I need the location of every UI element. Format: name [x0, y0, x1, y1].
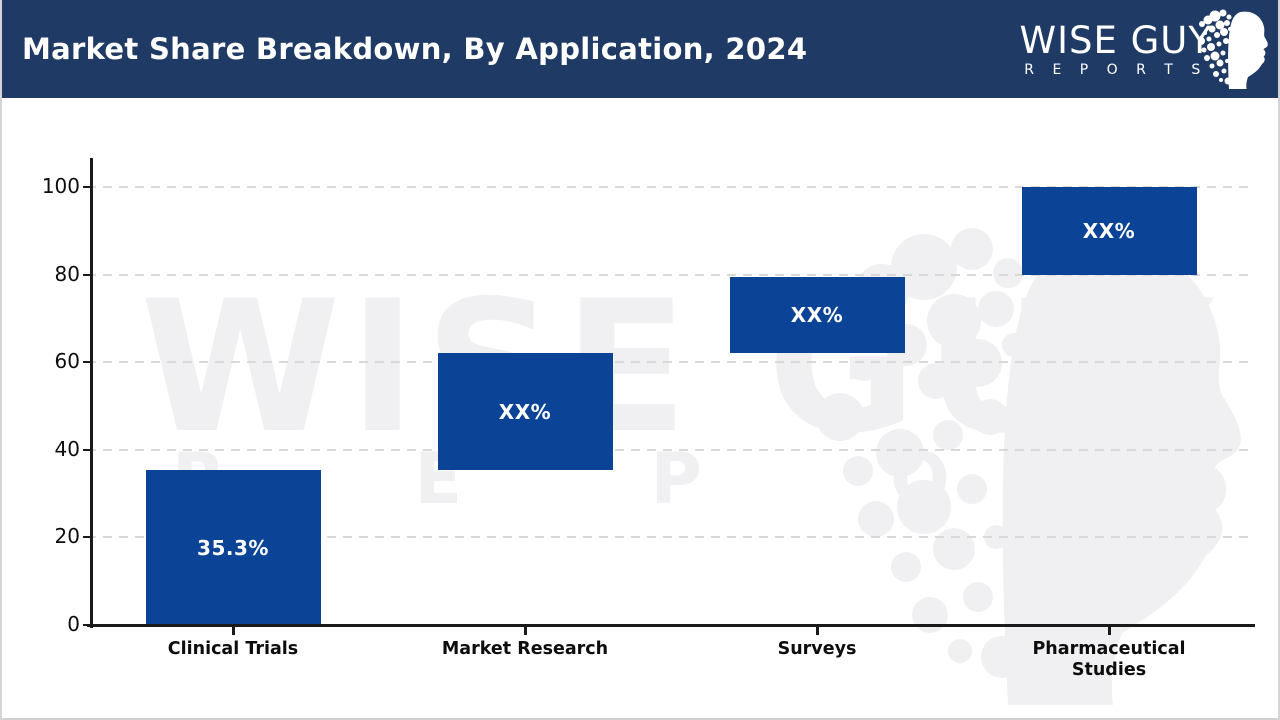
- bar: XX%: [1021, 187, 1197, 276]
- bar: 35.3%: [145, 470, 321, 625]
- x-tick-mark: [1107, 627, 1111, 635]
- bar-value-label: XX%: [790, 303, 844, 328]
- x-axis-label: Surveys: [777, 639, 857, 659]
- watermark-wordmark: WISE GUY: [140, 261, 1220, 473]
- logo-subtitle: R E P O R T S: [1024, 61, 1208, 78]
- wise-guy-logo: WISE GUY R E P O R T S: [1020, 9, 1268, 89]
- bar-value-label: 35.3%: [197, 535, 269, 560]
- x-axis-label: Clinical Trials: [167, 639, 299, 659]
- y-tick-mark: [83, 448, 91, 451]
- y-tick-label: 20: [54, 524, 80, 549]
- logo-wordmark: WISE GUY: [1019, 18, 1212, 62]
- page-title: Market Share Breakdown, By Application, …: [22, 32, 808, 66]
- y-tick-mark: [83, 361, 91, 364]
- bar-value-label: XX%: [498, 399, 552, 424]
- gridline: [87, 361, 1255, 364]
- gridline: [87, 448, 1255, 451]
- y-tick-label: 60: [54, 349, 80, 374]
- y-tick-mark: [83, 536, 91, 539]
- x-tick-mark: [523, 627, 527, 635]
- x-axis-line: [87, 624, 1255, 627]
- logo-face-icon: [1198, 9, 1268, 89]
- x-axis-label: Market Research: [441, 639, 609, 659]
- y-tick-label: 80: [54, 261, 80, 286]
- bar: XX%: [437, 353, 613, 471]
- y-tick-label: 100: [41, 174, 80, 198]
- x-axis-label: Pharmaceutical Studies: [1032, 639, 1186, 680]
- bar: XX%: [729, 276, 905, 354]
- gridline: [87, 186, 1255, 188]
- x-tick-mark: [815, 627, 819, 635]
- gridline: [87, 536, 1255, 539]
- y-tick-label: 0: [67, 612, 80, 636]
- x-tick-mark: [231, 627, 235, 635]
- y-tick-mark: [83, 273, 91, 276]
- bar-value-label: XX%: [1082, 219, 1136, 244]
- header-bar: Market Share Breakdown, By Application, …: [2, 0, 1278, 98]
- logo-text: WISE GUY R E P O R T S: [1020, 22, 1212, 77]
- gridline: [87, 273, 1255, 276]
- y-tick-mark: [83, 186, 91, 188]
- y-tick-label: 40: [54, 436, 80, 461]
- y-axis-spine: [90, 158, 93, 628]
